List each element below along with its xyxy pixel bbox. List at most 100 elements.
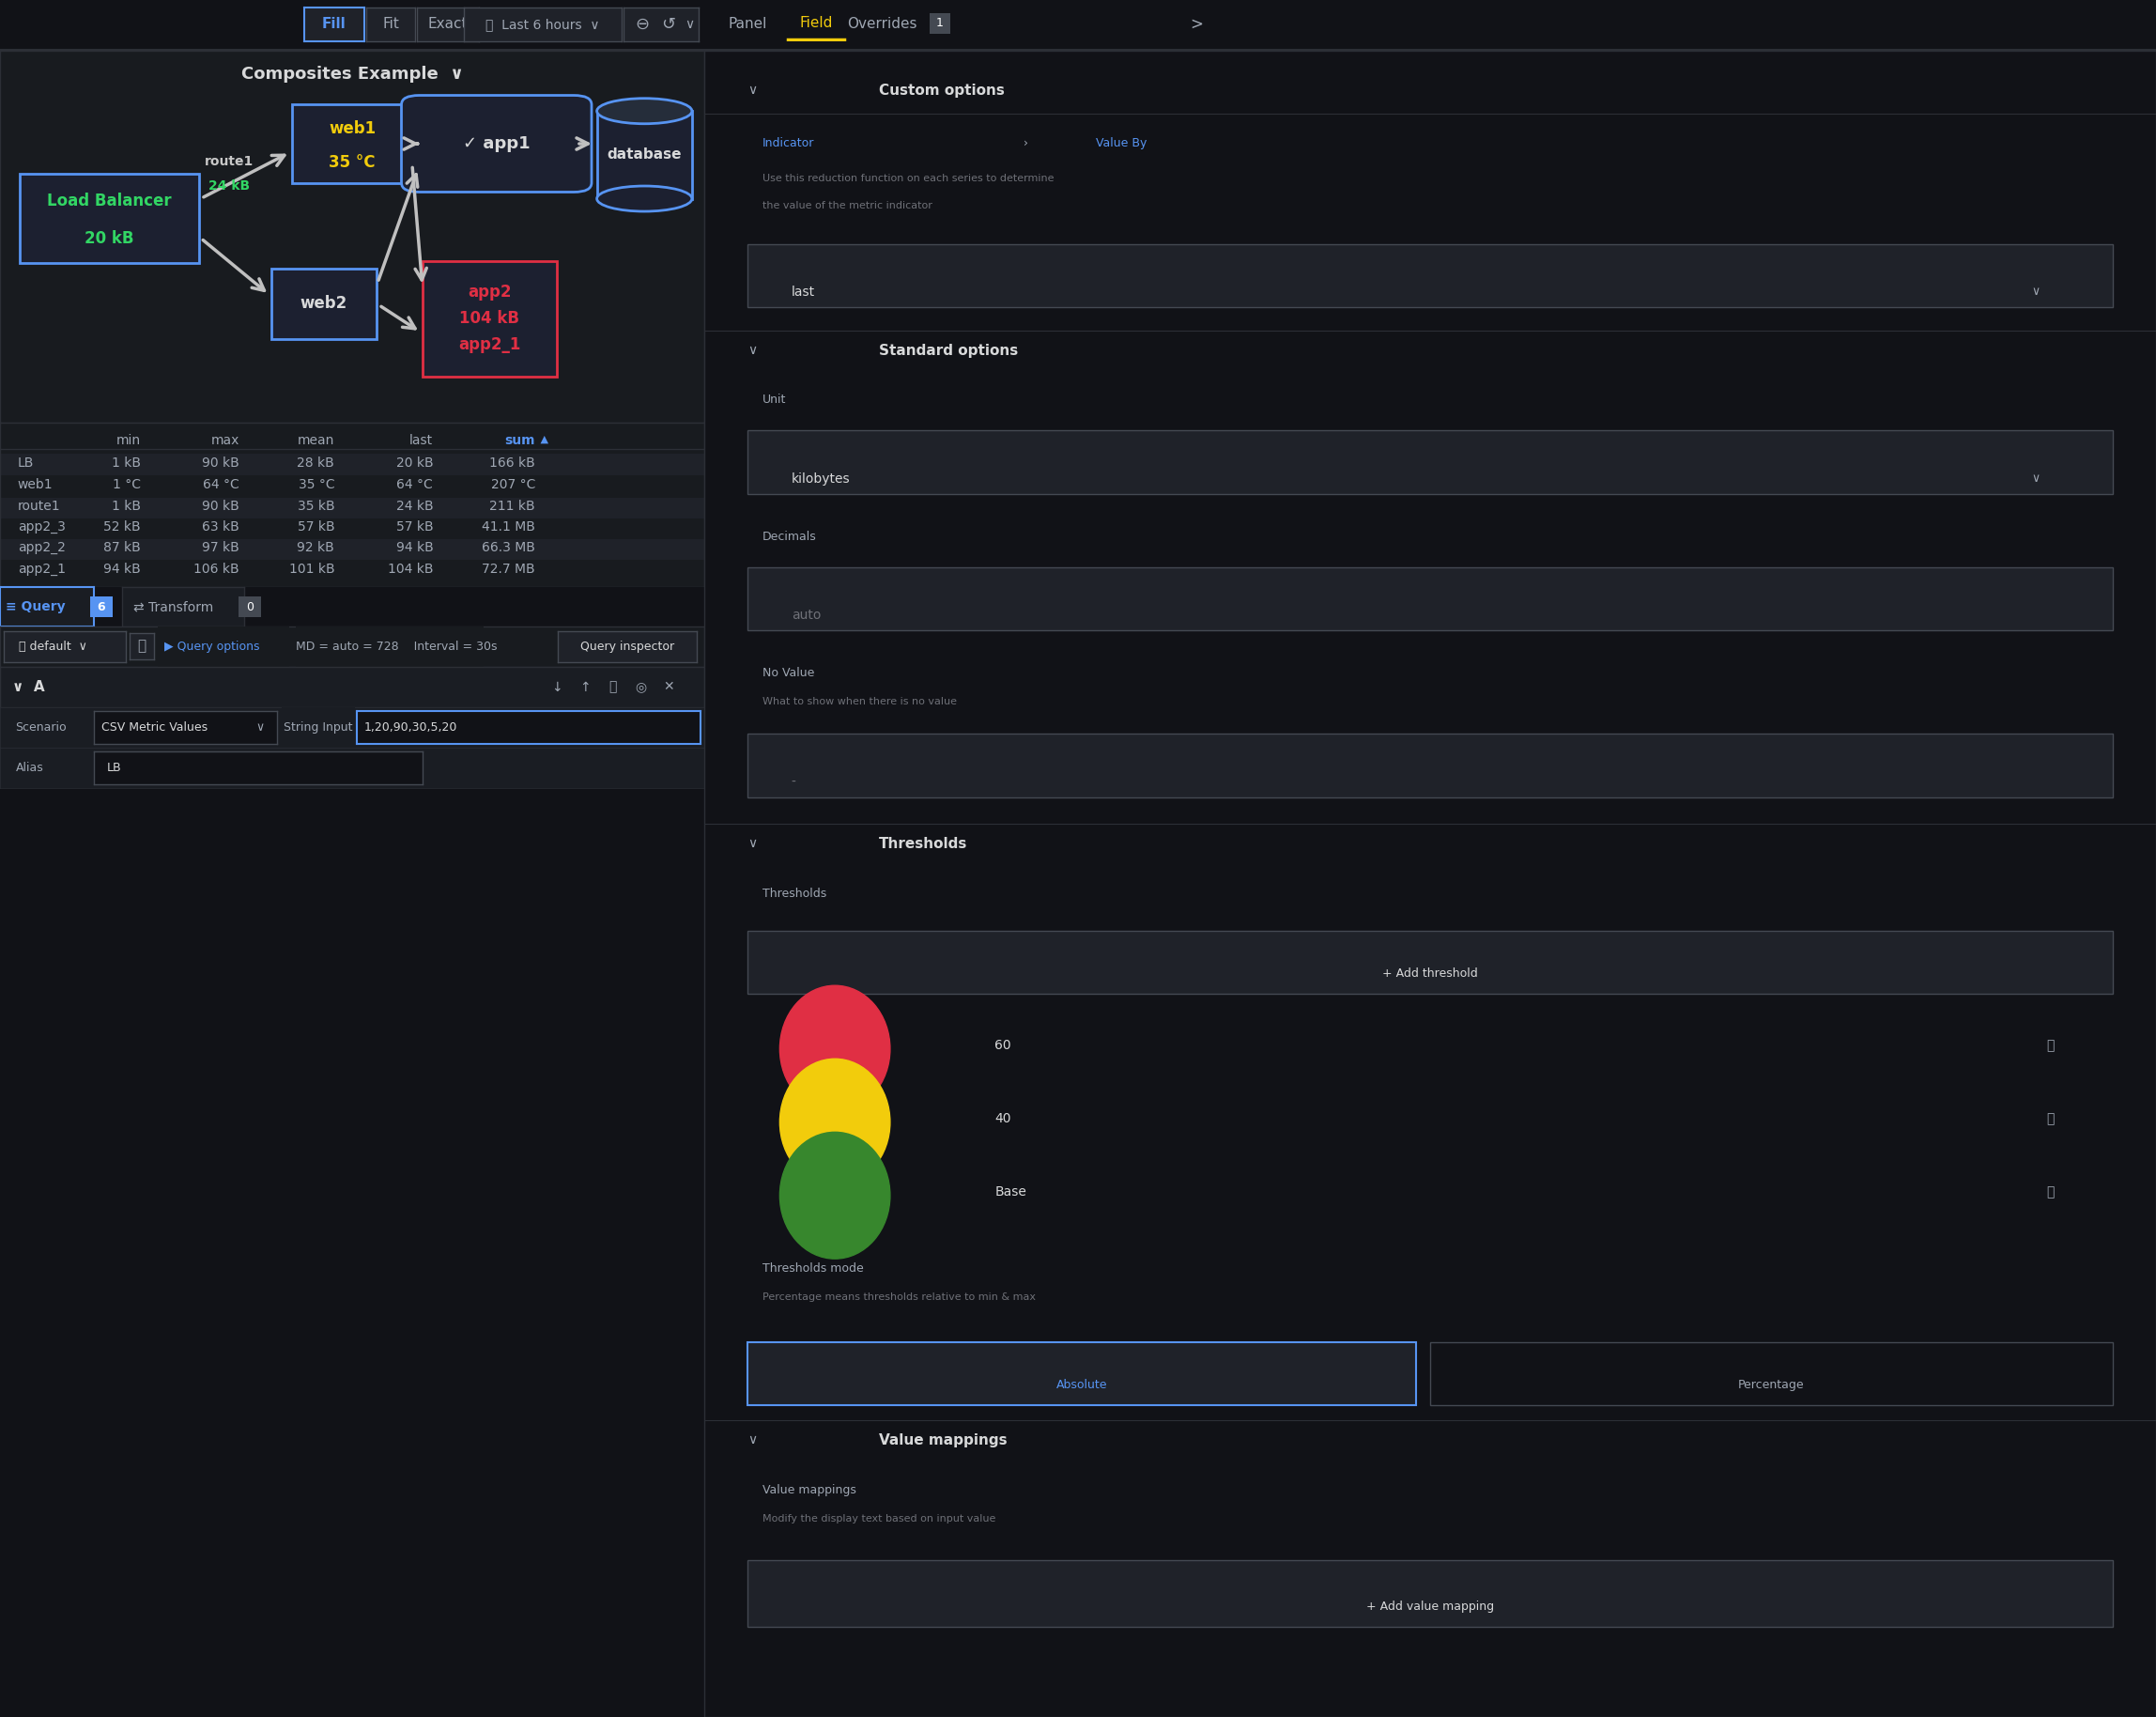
Text: 63 kB: 63 kB: [203, 520, 239, 534]
Text: ∨: ∨: [748, 84, 757, 98]
Text: Value mappings: Value mappings: [877, 1434, 1007, 1447]
Text: sum: sum: [505, 434, 535, 448]
Text: 35 °C: 35 °C: [330, 155, 375, 170]
Bar: [748, 431, 2113, 494]
Text: 106 kB: 106 kB: [194, 563, 239, 575]
Ellipse shape: [597, 98, 692, 124]
Text: Overrides: Overrides: [847, 17, 918, 31]
Text: app2_3: app2_3: [17, 520, 65, 534]
FancyArrowPatch shape: [203, 155, 285, 197]
Text: ›: ›: [1024, 137, 1028, 149]
Text: 94 kB: 94 kB: [397, 541, 433, 555]
Bar: [0, 476, 705, 498]
Text: -: -: [791, 776, 796, 788]
Text: Percentage means thresholds relative to min & max: Percentage means thresholds relative to …: [763, 1293, 1035, 1301]
Text: app2_1: app2_1: [17, 563, 65, 575]
Bar: [0, 519, 705, 539]
Text: 97 kB: 97 kB: [203, 541, 239, 555]
Bar: [0, 498, 705, 519]
Text: 1 kB: 1 kB: [112, 500, 140, 513]
Text: ⊖: ⊖: [636, 15, 649, 33]
Text: Indicator: Indicator: [763, 137, 815, 149]
Text: ⓘ: ⓘ: [138, 639, 147, 652]
Text: Query inspector: Query inspector: [580, 640, 675, 652]
Text: 40: 40: [994, 1113, 1011, 1125]
Text: ∨  A: ∨ A: [13, 680, 45, 694]
Text: Thresholds: Thresholds: [763, 888, 826, 900]
Text: web1: web1: [328, 120, 375, 137]
Text: route1: route1: [205, 155, 254, 168]
Text: max: max: [211, 434, 239, 448]
Text: 64 °C: 64 °C: [397, 479, 433, 491]
Text: Exact: Exact: [427, 17, 468, 31]
Bar: [748, 1561, 2113, 1628]
Text: 1 °C: 1 °C: [112, 479, 140, 491]
Text: web1: web1: [17, 479, 54, 491]
Bar: [597, 112, 692, 199]
Bar: [1429, 1343, 2113, 1406]
Text: 1: 1: [936, 17, 944, 29]
Text: 1,20,90,30,5,20: 1,20,90,30,5,20: [364, 721, 457, 733]
Text: ▲: ▲: [537, 434, 548, 443]
Text: app2_2: app2_2: [17, 541, 65, 555]
Text: String Input: String Input: [285, 721, 354, 733]
Text: Decimals: Decimals: [763, 531, 817, 543]
Text: Standard options: Standard options: [877, 343, 1018, 359]
Text: 20 kB: 20 kB: [84, 230, 134, 247]
Circle shape: [780, 1132, 890, 1259]
FancyArrowPatch shape: [203, 240, 265, 290]
Bar: [748, 1343, 1416, 1406]
Text: min: min: [116, 434, 140, 448]
Text: ∨: ∨: [257, 721, 265, 733]
Text: 52 kB: 52 kB: [103, 520, 140, 534]
Text: ↑: ↑: [580, 680, 591, 694]
Text: >: >: [1190, 15, 1203, 33]
Text: 101 kB: 101 kB: [289, 563, 334, 575]
Text: Value mappings: Value mappings: [763, 1483, 856, 1496]
Text: 🗑: 🗑: [2046, 1185, 2055, 1198]
Bar: [748, 931, 2113, 994]
Text: ⧉: ⧉: [608, 680, 617, 694]
Text: 57 kB: 57 kB: [397, 520, 433, 534]
Text: Thresholds mode: Thresholds mode: [763, 1262, 865, 1274]
Text: last: last: [791, 285, 815, 299]
Text: 35 kB: 35 kB: [298, 500, 334, 513]
Text: 90 kB: 90 kB: [203, 457, 239, 469]
Text: 24 kB: 24 kB: [397, 500, 433, 513]
Text: Panel: Panel: [729, 17, 768, 31]
Text: Modify the display text based on input value: Modify the display text based on input v…: [763, 1514, 996, 1523]
Text: ✕: ✕: [664, 680, 675, 694]
Text: + Add threshold: + Add threshold: [1382, 967, 1477, 979]
Text: Composites Example  ∨: Composites Example ∨: [241, 65, 464, 82]
Text: ✓ app1: ✓ app1: [464, 136, 530, 153]
Text: 📊 default  ∨: 📊 default ∨: [19, 640, 86, 652]
Text: 0: 0: [246, 601, 254, 613]
Text: 64 °C: 64 °C: [203, 479, 239, 491]
Bar: [19, 173, 198, 263]
Text: 57 kB: 57 kB: [298, 520, 334, 534]
Text: ∨: ∨: [748, 343, 757, 357]
Bar: [293, 105, 412, 182]
Text: MD = auto = 728    Interval = 30s: MD = auto = 728 Interval = 30s: [295, 640, 498, 652]
Text: 🗑: 🗑: [2046, 1039, 2055, 1053]
Bar: [423, 261, 556, 376]
Text: 211 kB: 211 kB: [489, 500, 535, 513]
Text: 🗑: 🗑: [2046, 1113, 2055, 1125]
Text: What to show when there is no value: What to show when there is no value: [763, 697, 957, 707]
Text: 60: 60: [994, 1039, 1011, 1053]
Text: Value By: Value By: [1095, 137, 1147, 149]
Text: 104 kB: 104 kB: [459, 311, 520, 326]
Text: Fit: Fit: [382, 17, 399, 31]
Text: 72.7 MB: 72.7 MB: [483, 563, 535, 575]
Text: Base: Base: [994, 1185, 1026, 1198]
Text: ≡ Query: ≡ Query: [6, 601, 65, 613]
Text: 20 kB: 20 kB: [397, 457, 433, 469]
Text: 6: 6: [97, 601, 106, 613]
Text: ∨: ∨: [2031, 285, 2040, 297]
Text: CSV Metric Values: CSV Metric Values: [101, 721, 207, 733]
Text: 207 °C: 207 °C: [492, 479, 535, 491]
Text: 1 kB: 1 kB: [112, 457, 140, 469]
Text: 28 kB: 28 kB: [298, 457, 334, 469]
FancyArrowPatch shape: [379, 175, 418, 280]
Text: LB: LB: [108, 762, 121, 774]
